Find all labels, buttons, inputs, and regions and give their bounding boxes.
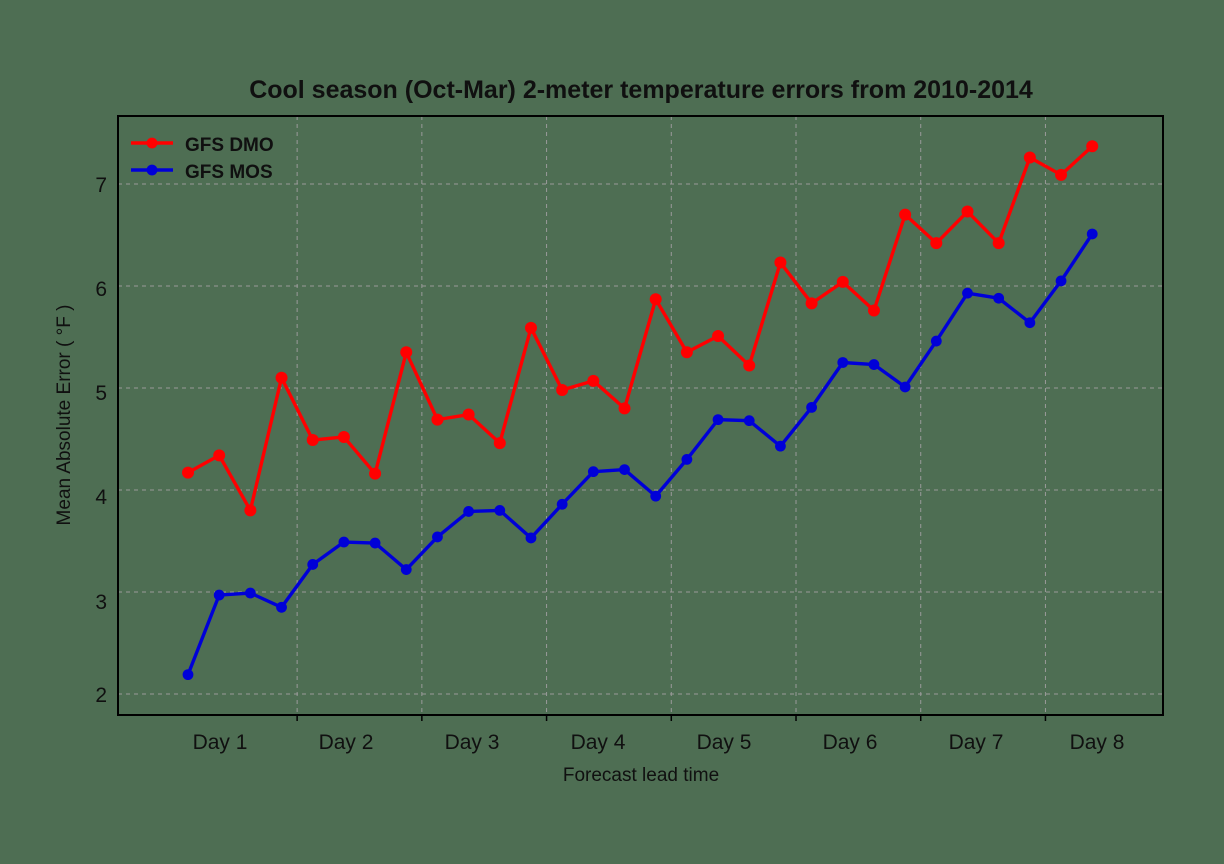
x-tick-label: Day 3 <box>445 731 500 754</box>
series-line-gfs-dmo <box>186 144 1094 513</box>
horizontal-gridlines <box>118 183 1163 695</box>
data-series-layer <box>182 140 1099 681</box>
y-tick-label: 2 <box>95 684 107 707</box>
chart-title: Cool season (Oct-Mar) 2-meter temperatur… <box>249 76 1033 104</box>
data-point <box>899 208 912 221</box>
data-point <box>587 466 599 478</box>
data-point <box>369 537 381 549</box>
data-point <box>338 536 350 548</box>
y-tick-label: 4 <box>95 486 107 509</box>
data-point <box>244 587 256 599</box>
legend-swatch-dot-mos <box>146 164 158 176</box>
data-point <box>337 430 350 443</box>
y-axis-label: Mean Absolute Error ( °F ) <box>54 305 75 526</box>
data-point <box>213 449 226 462</box>
data-point <box>369 467 382 480</box>
data-point <box>244 504 257 517</box>
data-point <box>619 464 630 475</box>
data-point <box>774 256 787 269</box>
data-point <box>712 414 724 426</box>
y-tick-label: 5 <box>95 382 107 405</box>
data-point <box>432 531 443 543</box>
data-point <box>556 498 568 510</box>
data-point <box>868 359 880 370</box>
x-tick-label: Day 2 <box>319 731 374 754</box>
data-point <box>587 374 600 387</box>
data-point <box>213 589 225 601</box>
data-point <box>681 454 693 465</box>
data-point <box>306 434 319 447</box>
x-tick-label: Day 4 <box>571 731 626 754</box>
vertical-gridlines <box>296 116 1047 721</box>
data-point <box>961 205 974 218</box>
data-point <box>805 297 818 310</box>
x-axis-tick-labels: Day 1 Day 2 Day 3 Day 4 Day 5 Day 6 Day … <box>193 731 1125 754</box>
x-axis-label: Forecast lead time <box>563 765 719 786</box>
data-point <box>1055 275 1067 287</box>
x-tick-label: Day 7 <box>949 731 1004 754</box>
data-point <box>1024 317 1036 329</box>
data-point <box>930 335 942 347</box>
data-point <box>806 401 817 413</box>
legend-swatch-dot-dmo <box>146 137 158 149</box>
legend-label-dmo: GFS DMO <box>185 135 274 156</box>
data-point <box>1086 228 1098 240</box>
data-point <box>182 466 194 479</box>
data-point <box>899 381 911 393</box>
legend-label-mos: GFS MOS <box>185 162 273 183</box>
data-point <box>775 440 786 452</box>
legend-item-mos[interactable]: GFS MOS <box>131 162 273 183</box>
series-line-gfs-mos <box>186 232 1094 677</box>
data-point <box>556 384 569 397</box>
data-point <box>930 237 943 250</box>
data-point <box>431 413 444 426</box>
data-point <box>837 357 849 368</box>
data-point <box>712 329 725 342</box>
x-tick-label: Day 1 <box>193 731 248 754</box>
data-point <box>462 408 475 421</box>
data-point <box>1023 151 1036 164</box>
data-point <box>867 304 880 317</box>
data-point <box>276 601 287 613</box>
data-point <box>493 437 506 450</box>
legend-item-dmo[interactable]: GFS DMO <box>131 135 274 156</box>
data-point <box>494 505 506 516</box>
data-point <box>962 287 973 299</box>
data-point <box>650 490 662 502</box>
data-point <box>743 359 756 372</box>
y-tick-label: 6 <box>95 278 107 301</box>
y-axis-tick-labels: 7 6 5 4 3 2 <box>95 174 107 707</box>
x-tick-label: Day 6 <box>823 731 878 754</box>
data-point <box>836 275 849 288</box>
data-point <box>618 402 631 415</box>
x-tick-label: Day 5 <box>697 731 752 754</box>
data-point <box>1086 140 1099 153</box>
data-point <box>649 293 662 306</box>
y-tick-label: 7 <box>95 174 107 197</box>
data-point <box>993 292 1005 304</box>
data-point <box>400 564 412 575</box>
data-point <box>400 346 413 359</box>
data-point <box>992 237 1005 250</box>
data-point <box>743 415 755 427</box>
y-tick-label: 3 <box>95 591 107 614</box>
data-point <box>307 559 319 570</box>
plot-frame <box>117 115 1164 716</box>
data-point <box>182 669 194 681</box>
x-tick-label: Day 8 <box>1070 731 1125 754</box>
data-point <box>1055 168 1068 181</box>
data-point <box>524 321 537 334</box>
data-point <box>680 346 693 359</box>
data-point <box>525 532 537 544</box>
data-point <box>275 371 288 384</box>
data-point <box>463 506 475 517</box>
chart-legend: GFS DMO GFS MOS <box>131 135 274 183</box>
